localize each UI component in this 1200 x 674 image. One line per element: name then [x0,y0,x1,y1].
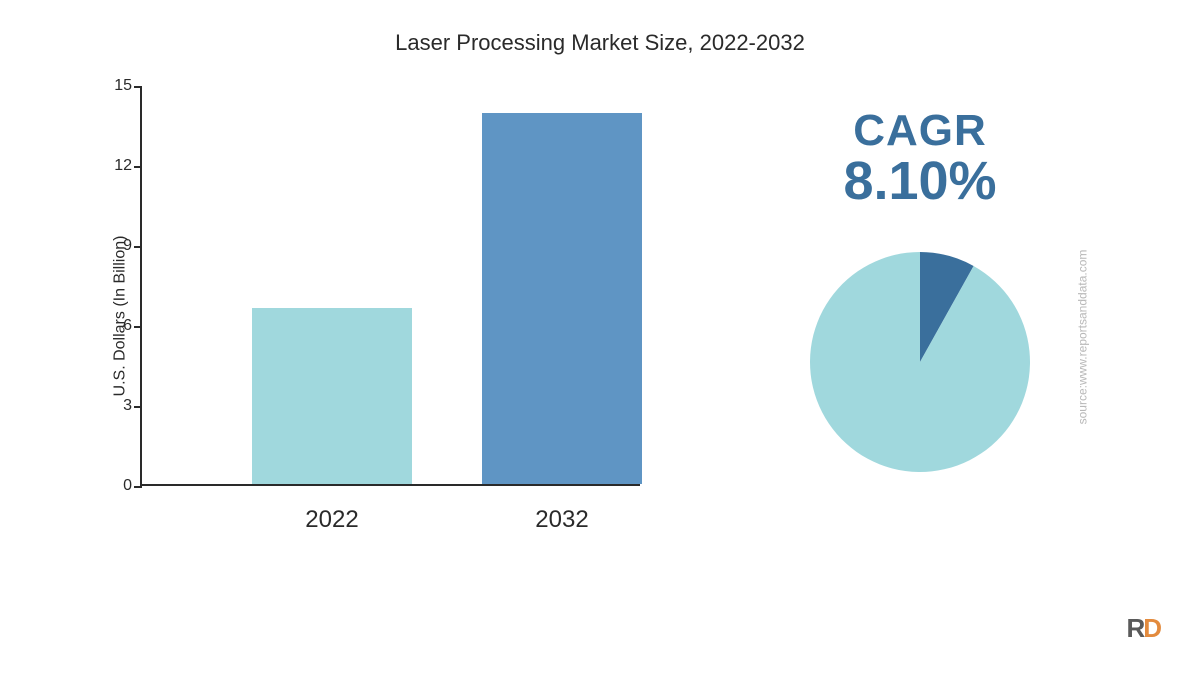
y-tick [134,246,142,248]
brand-logo: RD [1126,613,1160,644]
y-tick-label: 6 [102,317,132,335]
x-tick-label: 2032 [535,506,588,534]
y-tick [134,486,142,488]
y-tick [134,326,142,328]
y-axis-label: U.S. Dollars (In Billion) [111,236,129,397]
y-tick [134,86,142,88]
logo-d: D [1143,613,1160,643]
logo-r: R [1126,613,1143,643]
bar-chart-area: U.S. Dollars (In Billion) 03691215202220… [100,86,660,546]
y-tick-label: 0 [102,477,132,495]
content-row: U.S. Dollars (In Billion) 03691215202220… [100,86,1140,546]
chart-title: Laser Processing Market Size, 2022-2032 [60,30,1140,56]
y-tick-label: 12 [102,157,132,175]
source-attribution: source:www.reportsanddata.com [1076,250,1090,425]
y-tick [134,406,142,408]
y-tick-label: 3 [102,397,132,415]
y-tick-label: 9 [102,237,132,255]
y-tick-label: 15 [102,77,132,95]
x-tick-label: 2022 [305,506,358,534]
bar-2032 [482,113,642,484]
pie-chart-svg [810,252,1030,472]
bar-chart-plot: 0369121520222032 [140,86,640,486]
pie-slice [810,252,1030,472]
chart-container: Laser Processing Market Size, 2022-2032 … [0,0,1200,674]
bar-2022 [252,308,412,484]
pie-chart-wrap [740,252,1100,472]
cagr-panel: CAGR 8.10% [740,86,1100,472]
cagr-label: CAGR [740,106,1100,156]
cagr-value: 8.10% [740,150,1100,212]
y-tick [134,166,142,168]
